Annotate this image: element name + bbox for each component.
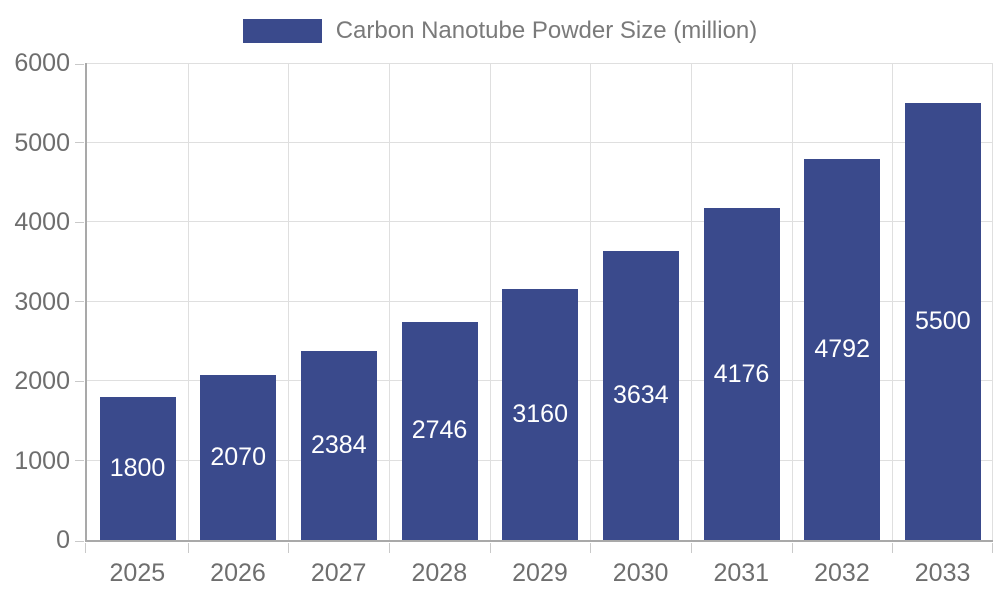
y-tick-mark — [75, 460, 84, 461]
bar-value-label: 2384 — [310, 430, 367, 459]
x-tick-mark — [489, 543, 491, 553]
bar-2027: 2384 — [300, 350, 377, 540]
bar-value-label: 3160 — [512, 399, 568, 428]
y-tick-mark — [75, 380, 84, 382]
x-tick-mark — [288, 543, 290, 553]
bar-value-label: 3634 — [612, 381, 669, 410]
bar-value-label: 5500 — [914, 306, 971, 335]
y-axis-label-0: 0 — [56, 526, 70, 554]
gridline-vertical — [187, 63, 189, 540]
gridline-horizontal — [87, 63, 993, 64]
gridline-horizontal — [87, 141, 993, 143]
x-tick-mark — [892, 543, 894, 553]
x-axis-label-2026: 2026 — [210, 559, 266, 587]
bar-2030: 3634 — [602, 251, 679, 540]
bar-value-label: 2070 — [210, 443, 266, 472]
x-axis-labels: 2025 2026 2027 2028 2029 2030 2031 2032 … — [87, 558, 993, 588]
y-tick-mark — [75, 301, 84, 302]
bar-value-label: 4792 — [814, 335, 870, 363]
legend-label: Carbon Nanotube Powder Size (million) — [335, 17, 758, 44]
gridline-vertical — [389, 63, 390, 540]
gridline-vertical — [791, 63, 793, 540]
gridline-vertical — [489, 63, 491, 540]
y-axis-label-1000: 1000 — [14, 446, 70, 475]
x-tick-mark — [791, 543, 793, 553]
bar-value-label: 1800 — [109, 453, 166, 482]
x-axis-label-2028: 2028 — [411, 559, 468, 587]
bar-value-label: 4176 — [713, 359, 770, 388]
x-tick-mark — [691, 543, 692, 553]
legend-swatch — [242, 19, 322, 43]
bar-2029: 3160 — [502, 288, 579, 540]
bar-2026: 2070 — [200, 375, 277, 540]
x-axis-label-2025: 2025 — [109, 559, 166, 587]
x-tick-mark — [992, 543, 993, 553]
x-axis-label-2029: 2029 — [512, 559, 568, 587]
y-axis-label-2000: 2000 — [14, 367, 70, 395]
legend: Carbon Nanotube Powder Size (million) — [0, 17, 1000, 45]
bar-2025: 1800 — [99, 396, 176, 540]
gridline-vertical — [590, 63, 592, 540]
x-tick-mark — [389, 543, 390, 553]
y-axis-label-3000: 3000 — [14, 287, 70, 316]
y-tick-mark — [75, 541, 84, 542]
x-axis-label-2031: 2031 — [713, 559, 770, 587]
bar-2028: 2746 — [401, 321, 478, 540]
x-axis-label-2030: 2030 — [612, 559, 669, 587]
x-tick-mark — [187, 543, 189, 553]
gridline-vertical — [691, 63, 692, 540]
gridline-vertical — [892, 63, 894, 540]
x-axis-label-2032: 2032 — [814, 559, 870, 587]
bar-2031: 4176 — [703, 208, 780, 540]
y-axis-label-5000: 5000 — [14, 128, 70, 157]
y-axis-label-6000: 6000 — [14, 49, 70, 77]
y-tick-mark — [75, 63, 84, 65]
y-axis-label-4000: 4000 — [14, 208, 70, 236]
x-axis-label-2027: 2027 — [310, 559, 367, 587]
y-tick-mark — [75, 142, 84, 143]
x-axis-label-2033: 2033 — [914, 559, 971, 587]
x-tick-mark — [85, 543, 86, 553]
plot-area: 1800 2070 2384 2746 3160 3634 4176 4792 … — [75, 63, 993, 553]
bar-2033: 5500 — [904, 102, 981, 540]
gridline-vertical — [288, 63, 290, 540]
y-tick-mark — [75, 221, 84, 223]
gridline-horizontal — [87, 221, 993, 222]
gridline-vertical — [992, 63, 993, 540]
bar-value-label: 2746 — [411, 416, 468, 445]
bar-2032: 4792 — [804, 159, 881, 540]
x-tick-mark — [590, 543, 592, 553]
